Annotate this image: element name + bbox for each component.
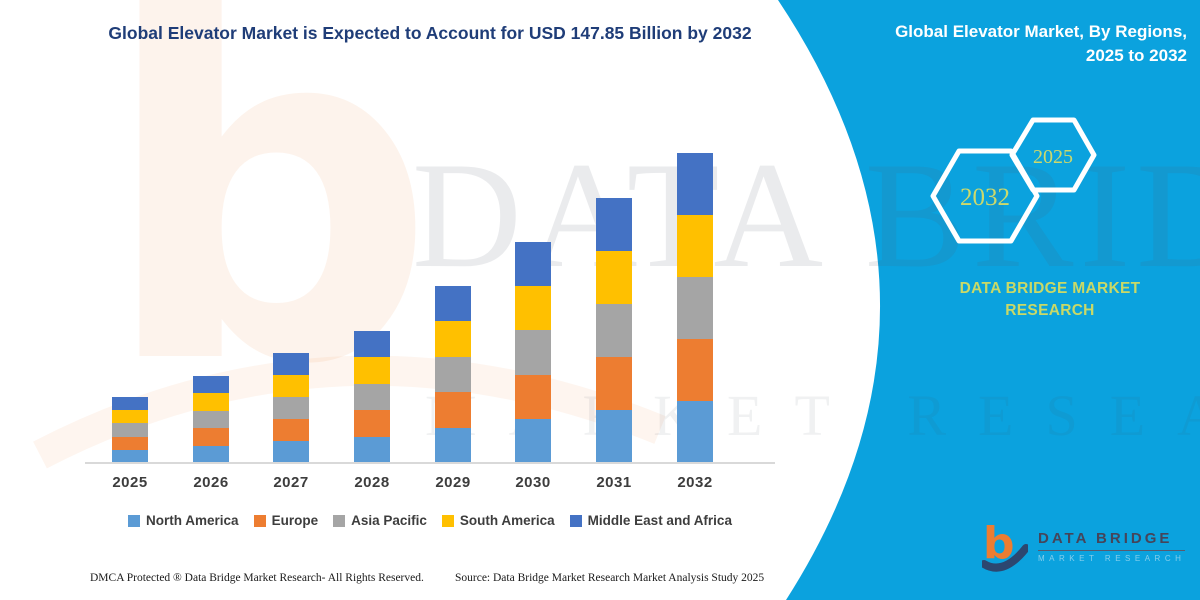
x-axis-label-2026: 2026 [193,474,229,491]
legend-swatch [253,514,266,527]
bar-segment-middle-east-and-africa [596,198,632,251]
hexagon-2032 [930,148,1040,244]
bar-segment-asia-pacific [596,304,632,357]
x-axis-label-2029: 2029 [435,474,471,491]
bar-segment-south-america [193,393,229,411]
legend-label: Asia Pacific [351,513,427,528]
x-axis-label-2027: 2027 [273,474,309,491]
legend: North America Europe Asia Pacific South Ame… [70,513,790,528]
sidebar-title: Global Elevator Market, By Regions, 2025… [895,22,1187,65]
bar-segment-north-america [435,427,471,463]
bar-segment-middle-east-and-africa [273,353,309,375]
bar-segment-asia-pacific [112,423,148,437]
legend-swatch [128,514,141,527]
logo-tagline: MARKET RESEARCH [1038,553,1186,563]
bar-segment-europe [193,428,229,446]
bar-segment-middle-east-and-africa [112,397,148,411]
bar-segment-south-america [677,215,713,277]
bar-2031 [596,198,632,463]
legend-label: Europe [271,513,319,528]
legend-item-south-america: South America [441,513,555,528]
footer-logo: b DATA BRIDGE MARKET RESEARCH [982,520,1186,572]
bar-segment-asia-pacific [515,330,551,375]
bar-segment-south-america [596,251,632,304]
bar-segment-europe [596,357,632,410]
hexagon-2032-label: 2032 [960,184,1010,211]
bar-segment-north-america [112,449,148,463]
bar-segment-south-america [435,321,471,357]
legend-swatch [441,514,454,527]
bar-segment-south-america [273,375,309,397]
bar-2030 [515,242,551,463]
bar-segment-asia-pacific [677,277,713,339]
bar-2027 [273,353,309,463]
bar-segment-asia-pacific [193,410,229,429]
bar-segment-asia-pacific [354,383,390,411]
bar-segment-north-america [515,418,551,463]
legend-swatch [333,514,346,527]
bar-segment-middle-east-and-africa [193,376,229,394]
bar-2032 [677,153,713,463]
bar-2028 [354,331,390,463]
bar-segment-middle-east-and-africa [677,153,713,215]
footer-source-text: Source: Data Bridge Market Research Mark… [455,572,765,584]
bar-segment-north-america [596,410,632,463]
bar-segment-asia-pacific [273,397,309,419]
legend-label: North America [146,513,239,528]
x-axis-label-2032: 2032 [677,474,713,491]
legend-item-asia-pacific: Asia Pacific [333,513,427,528]
bar-segment-europe [677,339,713,401]
legend-item-middle-east-and-africa: Middle East and Africa [569,513,732,528]
bar-segment-europe [112,436,148,450]
hexagon-2025 [1009,117,1097,193]
chart-title-text: Global Elevator Market is Expected to Ac… [108,23,752,43]
data-bridge-logo-icon: b [982,520,1028,572]
bar-2026 [193,376,229,463]
x-axis-label-2030: 2030 [515,474,551,491]
bar-segment-north-america [677,401,713,463]
bar-segment-asia-pacific [435,356,471,393]
bar-segment-europe [273,419,309,441]
x-axis-line [85,462,775,464]
legend-label: Middle East and Africa [587,513,732,528]
x-axis-label-2031: 2031 [596,474,632,491]
bar-segment-middle-east-and-africa [354,331,390,358]
bar-2025 [112,397,148,463]
bar-segment-europe [354,410,390,437]
bar-segment-europe [515,374,551,419]
legend-item-north-america: North America [128,513,239,528]
bar-2029 [435,286,471,463]
footer-dmca-text: DMCA Protected ® Data Bridge Market Rese… [90,572,424,584]
logo-name: DATA BRIDGE [1038,530,1186,551]
bar-segment-north-america [273,441,309,463]
bar-segment-south-america [354,357,390,384]
bar-segment-north-america [193,445,229,463]
x-axis-label-2025: 2025 [112,474,148,491]
chart-title: Global Elevator Market is Expected to Ac… [85,22,775,46]
bar-segment-north-america [354,436,390,463]
bar-segment-middle-east-and-africa [435,286,471,322]
bar-segment-europe [435,392,471,428]
bar-segment-south-america [515,286,551,331]
bar-segment-south-america [112,410,148,424]
legend-label: South America [459,513,555,528]
legend-swatch [569,514,582,527]
bar-segment-middle-east-and-africa [515,242,551,287]
sidebar-brand-text: DATA BRIDGE MARKET RESEARCH [959,280,1141,320]
x-axis-label-2028: 2028 [354,474,390,491]
hexagon-badges: 2032 2025 [930,117,1097,244]
legend-item-europe: Europe [253,513,319,528]
hexagon-2025-label: 2025 [1033,146,1073,168]
